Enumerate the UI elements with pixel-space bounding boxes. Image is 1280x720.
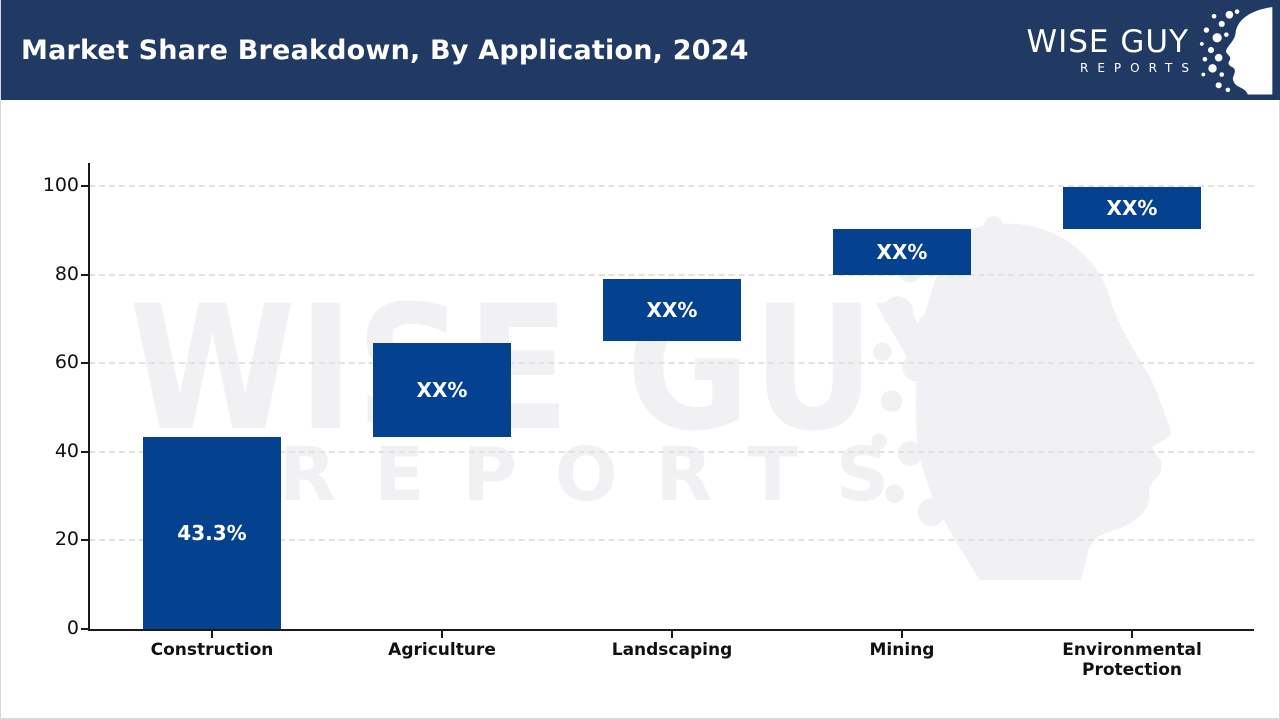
- y-axis-tick-label: 80: [54, 262, 79, 285]
- x-axis-category-label: Construction: [150, 640, 274, 660]
- gridline: [89, 273, 1254, 276]
- logo-wordmark: WISE GUY: [1026, 23, 1189, 60]
- bar-value-label: XX%: [1106, 195, 1158, 220]
- y-axis-line: [88, 163, 90, 631]
- y-axis-tick-label: 20: [54, 528, 79, 551]
- y-axis-tick-label: 0: [66, 617, 79, 639]
- x-axis-tick: [441, 631, 443, 638]
- y-axis-tick-label: 100: [42, 174, 79, 196]
- x-axis-tick: [1131, 631, 1133, 638]
- x-axis-tick: [671, 631, 673, 638]
- bar-construction: 43.3%: [143, 437, 281, 629]
- bar-value-label: 43.3%: [177, 521, 247, 546]
- x-axis-line: [88, 629, 1254, 631]
- gridline: [89, 450, 1254, 453]
- bar-mining: XX%: [833, 228, 971, 276]
- x-axis-category-label: Mining: [869, 640, 935, 660]
- y-axis-tick: [81, 273, 89, 276]
- x-axis-category-label: Environmental Protection: [1062, 640, 1202, 681]
- bar-value-label: XX%: [416, 377, 468, 402]
- y-axis-tick: [81, 539, 89, 542]
- bar-value-label: XX%: [876, 239, 928, 264]
- bar-agriculture: XX%: [373, 342, 511, 438]
- bar-environmental-protection: XX%: [1063, 187, 1201, 229]
- gridline: [89, 362, 1254, 365]
- x-axis-category-label: Agriculture: [388, 640, 496, 660]
- bar-landscaping: XX%: [603, 279, 741, 342]
- gridline: [89, 185, 1254, 187]
- y-axis-tick: [81, 628, 89, 630]
- wise-guy-logo: WISE GUY REPORTS: [1026, 4, 1277, 96]
- x-axis-category-label: Landscaping: [611, 640, 733, 660]
- y-axis-tick: [81, 185, 89, 187]
- watermark-subtext: REPORTS: [279, 432, 928, 518]
- y-axis-tick: [81, 362, 89, 365]
- y-axis-tick-label: 40: [54, 439, 79, 462]
- x-axis-tick: [211, 631, 213, 638]
- gridline: [89, 539, 1254, 542]
- y-axis-tick-label: 60: [54, 351, 79, 374]
- logo-subtext: REPORTS: [1079, 60, 1198, 75]
- y-axis-tick: [81, 450, 89, 453]
- page-title: Market Share Breakdown, By Application, …: [21, 34, 749, 66]
- bar-value-label: XX%: [646, 298, 698, 323]
- x-axis-tick: [901, 631, 903, 638]
- logo-face-icon: [1199, 7, 1273, 95]
- header-bar: Market Share Breakdown, By Application, …: [1, 0, 1280, 100]
